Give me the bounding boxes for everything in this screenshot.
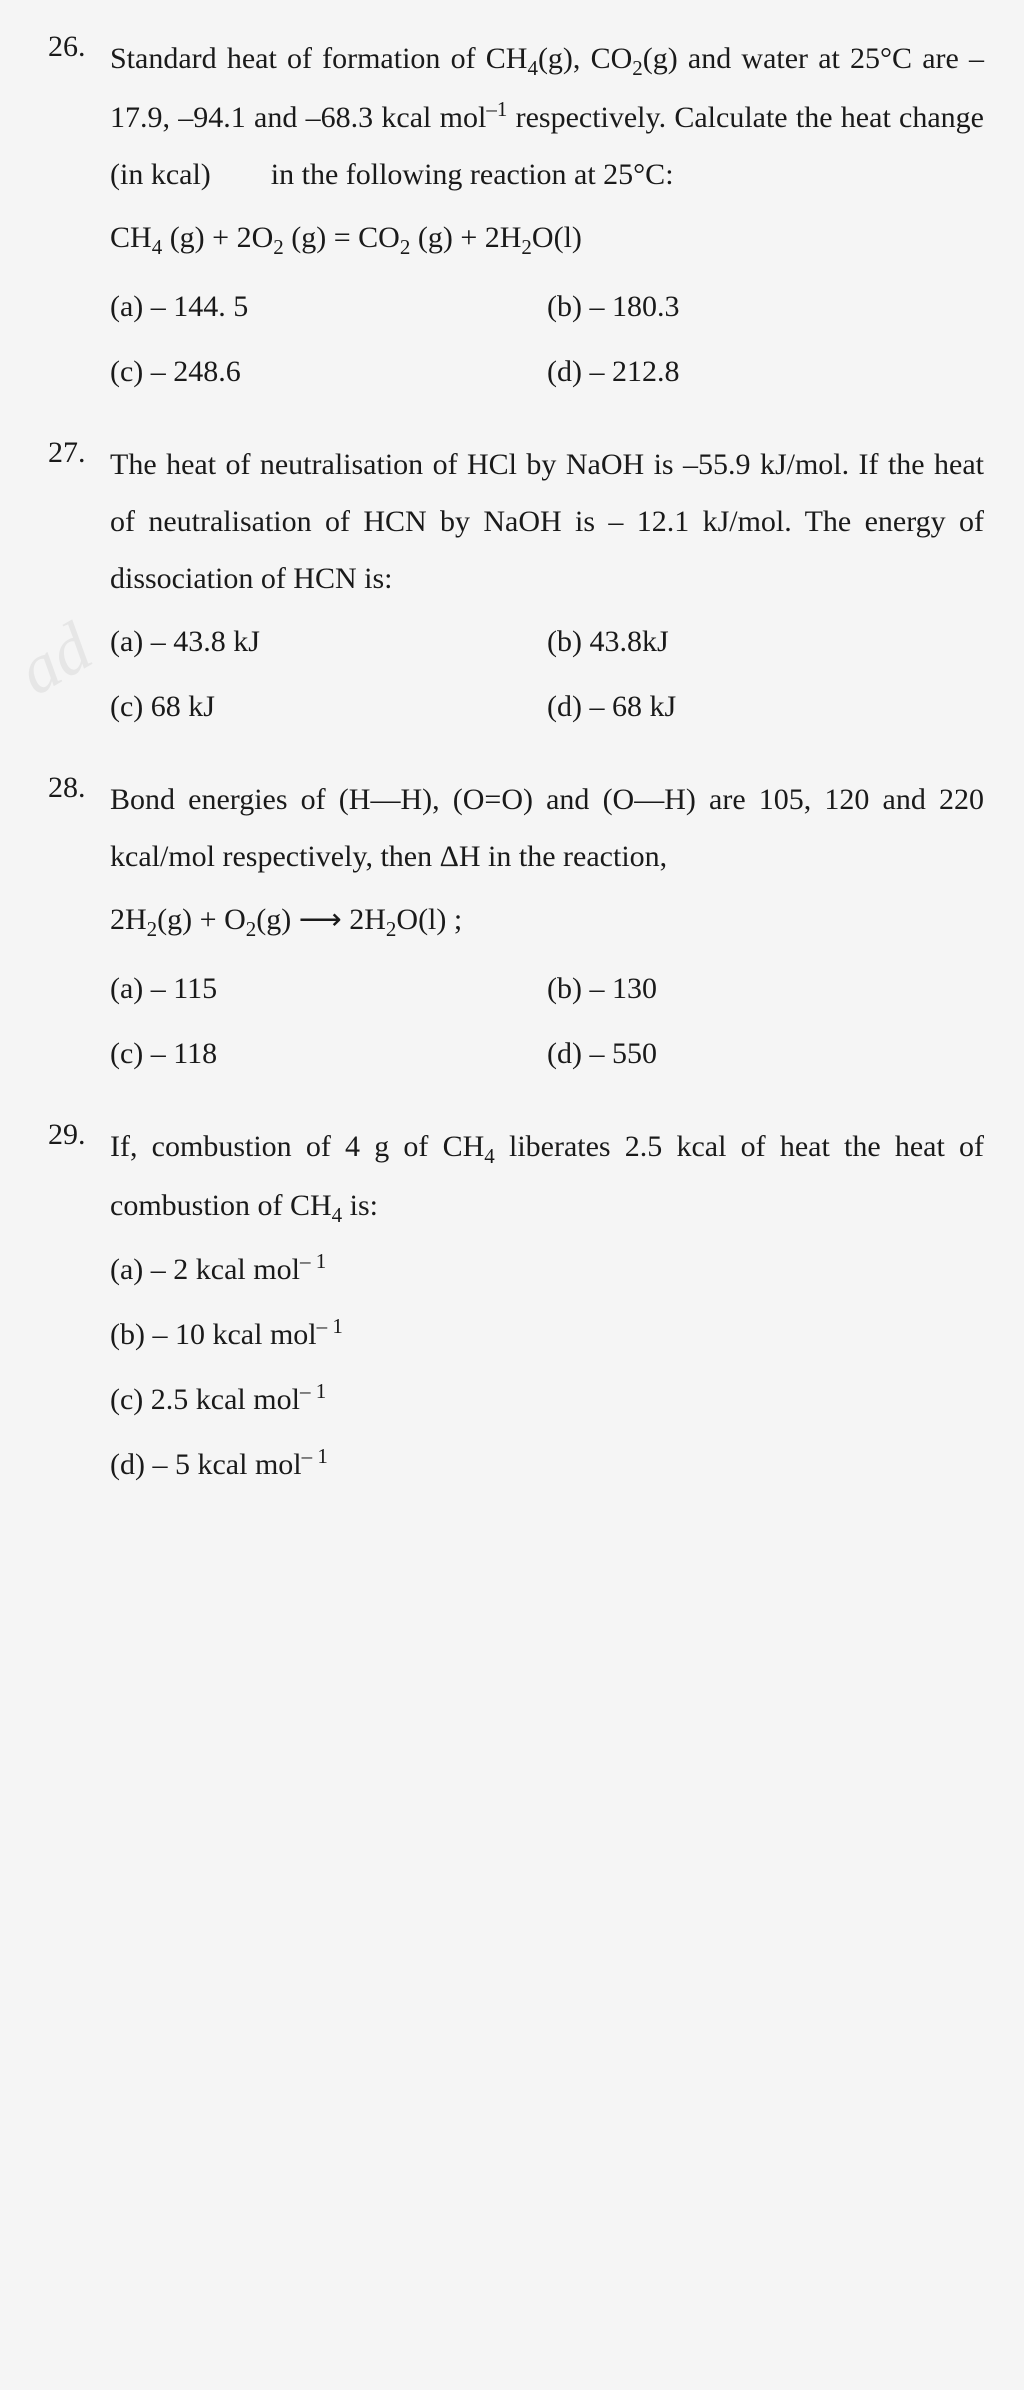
option-b: (b) 43.8kJ (547, 613, 984, 670)
question-body: If, combustion of 4 g of CH4 liberates 2… (110, 1118, 984, 1502)
options-list: (a) – 43.8 kJ (b) 43.8kJ (c) 68 kJ (d) –… (110, 613, 984, 743)
option-c: (c) – 248.6 (110, 343, 547, 400)
question-29: 29. If, combustion of 4 g of CH4 liberat… (40, 1118, 984, 1502)
option-d: (d) – 5 kcal mol– 1 (110, 1436, 984, 1493)
option-b: (b) – 130 (547, 960, 984, 1017)
question-body: Bond energies of (H—H), (O=O) and (O—H) … (110, 771, 984, 1090)
option-d: (d) – 212.8 (547, 343, 984, 400)
question-number: 26. (40, 30, 110, 408)
question-text: The heat of neutralisation of HCl by NaO… (110, 436, 984, 607)
option-b: (b) – 180.3 (547, 278, 984, 335)
option-d: (d) – 550 (547, 1025, 984, 1082)
question-27: 27. The heat of neutralisation of HCl by… (40, 436, 984, 743)
page-content: 26. Standard heat of formation of CH4(g)… (40, 30, 984, 1501)
option-c: (c) 2.5 kcal mol– 1 (110, 1371, 984, 1428)
question-number: 27. (40, 436, 110, 743)
option-a: (a) – 115 (110, 960, 547, 1017)
question-text: If, combustion of 4 g of CH4 liberates 2… (110, 1118, 984, 1236)
question-body: The heat of neutralisation of HCl by NaO… (110, 436, 984, 743)
question-equation: 2H2(g) + O2(g) ⟶ 2H2O(l) ; (110, 891, 984, 950)
question-number: 28. (40, 771, 110, 1090)
question-number: 29. (40, 1118, 110, 1502)
question-body: Standard heat of formation of CH4(g), CO… (110, 30, 984, 408)
options-list: (a) – 144. 5 (b) – 180.3 (c) – 248.6 (d)… (110, 278, 984, 408)
question-text: Bond energies of (H—H), (O=O) and (O—H) … (110, 771, 984, 885)
option-a: (a) – 2 kcal mol– 1 (110, 1241, 984, 1298)
options-list: (a) – 115 (b) – 130 (c) – 118 (d) – 550 (110, 960, 984, 1090)
option-c: (c) 68 kJ (110, 678, 547, 735)
option-d: (d) – 68 kJ (547, 678, 984, 735)
option-a: (a) – 144. 5 (110, 278, 547, 335)
question-text: Standard heat of formation of CH4(g), CO… (110, 30, 984, 203)
option-a: (a) – 43.8 kJ (110, 613, 547, 670)
question-equation: CH4 (g) + 2O2 (g) = CO2 (g) + 2H2O(l) (110, 209, 984, 268)
options-list: (a) – 2 kcal mol– 1 (b) – 10 kcal mol– 1… (110, 1241, 984, 1501)
question-26: 26. Standard heat of formation of CH4(g)… (40, 30, 984, 408)
option-c: (c) – 118 (110, 1025, 547, 1082)
option-b: (b) – 10 kcal mol– 1 (110, 1306, 984, 1363)
question-28: 28. Bond energies of (H—H), (O=O) and (O… (40, 771, 984, 1090)
